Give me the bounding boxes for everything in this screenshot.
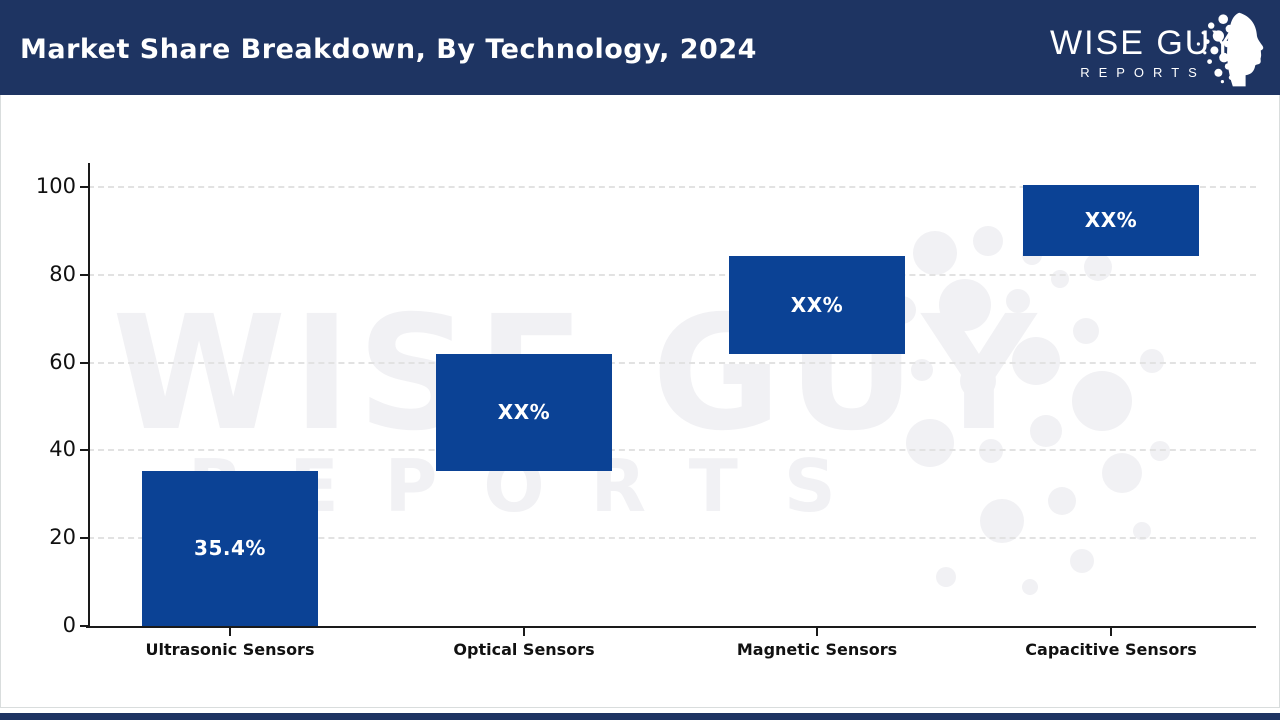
logo-wordmark: WISE GUY <box>1050 24 1237 62</box>
x-category-label: Ultrasonic Sensors <box>145 640 315 659</box>
gridline <box>88 537 1256 540</box>
y-tick <box>80 449 88 452</box>
page-title: Market Share Breakdown, By Technology, 2… <box>20 34 757 65</box>
y-tick <box>80 361 88 364</box>
bar-value-label: 35.4% <box>194 536 266 561</box>
x-tick <box>816 628 818 636</box>
bar-value-label: XX% <box>497 400 551 425</box>
bar: 35.4% <box>142 470 318 626</box>
y-tick-label: 60 <box>49 349 76 374</box>
y-tick-label: 20 <box>49 525 76 550</box>
y-tick-label: 100 <box>35 174 76 198</box>
bar-value-label: XX% <box>790 292 844 317</box>
wise-guy-reports-logo: WISE GUY REPORTS <box>1020 6 1270 90</box>
bar: XX% <box>729 255 905 354</box>
x-tick <box>1110 628 1112 636</box>
gridline <box>88 273 1256 276</box>
y-tick-label: 0 <box>62 613 76 637</box>
x-tick <box>523 628 525 636</box>
header-bar: Market Share Breakdown, By Technology, 2… <box>0 0 1280 95</box>
y-tick-label: 40 <box>49 437 76 462</box>
logo-text: WISE GUY REPORTS <box>1050 24 1236 80</box>
y-tick <box>80 625 88 627</box>
x-category-label: Capacitive Sensors <box>1025 640 1197 659</box>
y-axis <box>88 163 90 628</box>
bar: XX% <box>436 353 612 471</box>
y-tick <box>80 273 88 276</box>
gridline <box>88 449 1256 452</box>
logo-subtext: REPORTS <box>1080 65 1206 80</box>
bar: XX% <box>1023 184 1199 256</box>
bar-value-label: XX% <box>1084 208 1138 233</box>
footer-bar <box>0 713 1280 720</box>
gridline <box>88 186 1256 188</box>
logo-head-icon <box>1196 12 1264 87</box>
gridline <box>88 361 1256 364</box>
x-tick <box>229 628 231 636</box>
x-category-label: Magnetic Sensors <box>736 640 898 659</box>
y-tick-label: 80 <box>49 261 76 286</box>
x-axis <box>86 626 1256 628</box>
y-tick <box>80 537 88 540</box>
x-category-label: Optical Sensors <box>453 640 595 659</box>
y-tick <box>80 186 88 188</box>
